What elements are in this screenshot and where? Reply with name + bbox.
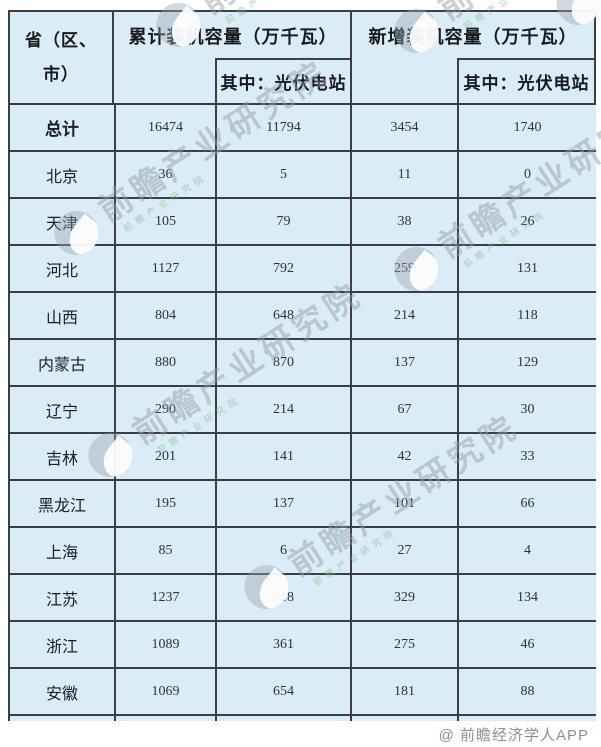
cell-new-pv: 134 — [457, 573, 596, 622]
cell-cumulative: 1127 — [114, 244, 217, 293]
cell-new-pv: 4 — [457, 526, 596, 575]
cell-cumulative-pv: 718 — [215, 573, 352, 622]
cell-province: 河北 — [8, 244, 116, 293]
cell-province: 江苏 — [8, 573, 116, 622]
table-row: 天津 105 79 38 26 — [8, 197, 596, 246]
cell-new: 27 — [350, 526, 459, 575]
cell-new: 67 — [350, 385, 459, 434]
table-row-partial — [8, 714, 596, 721]
cell-cumulative: 105 — [114, 197, 217, 246]
table-row: 江苏 1237 718 329 134 — [8, 573, 596, 622]
cell-province: 山西 — [8, 291, 116, 340]
cell-cumulative-pv: 11794 — [215, 103, 352, 152]
cell-new: 275 — [350, 620, 459, 669]
table-row: 安徽 1069 654 181 88 — [8, 667, 596, 716]
cell-province: 黑龙江 — [8, 479, 116, 528]
cell-cumulative-pv: 137 — [215, 479, 352, 528]
header-province: 省（区、 市） — [10, 12, 114, 103]
table-row: 北京 36 5 11 0 — [8, 150, 596, 199]
table-row: 上海 85 6 27 4 — [8, 526, 596, 575]
table-row: 山西 804 648 214 118 — [8, 291, 596, 340]
cell-new-pv: 30 — [457, 385, 596, 434]
cell-cumulative: 1089 — [114, 620, 217, 669]
table-row: 吉林 201 141 42 33 — [8, 432, 596, 481]
cell-new: 42 — [350, 432, 459, 481]
cell-new: 214 — [350, 291, 459, 340]
cell-cumulative: 36 — [114, 150, 217, 199]
cell-new: 3454 — [350, 103, 459, 152]
cell-province: 浙江 — [8, 620, 116, 669]
cell-new: 329 — [350, 573, 459, 622]
cell-cumulative: 1237 — [114, 573, 217, 622]
table-row: 河北 1127 792 259 131 — [8, 244, 596, 293]
cell-empty — [8, 714, 116, 721]
table-row: 黑龙江 195 137 101 66 — [8, 479, 596, 528]
cell-new-pv: 118 — [457, 291, 596, 340]
cell-cumulative: 85 — [114, 526, 217, 575]
cell-new: 259 — [350, 244, 459, 293]
cell-new-pv: 1740 — [457, 103, 596, 152]
cell-empty — [215, 714, 352, 721]
cell-new: 137 — [350, 338, 459, 387]
cell-province: 总计 — [8, 103, 116, 152]
cell-cumulative: 201 — [114, 432, 217, 481]
cell-cumulative-pv: 141 — [215, 432, 352, 481]
watermark-text: 前瞻产业研究院 — [589, 0, 601, 2]
table-body: 总计 16474 11794 3454 1740 北京 36 5 11 0 天津… — [8, 103, 596, 721]
cell-province: 上海 — [8, 526, 116, 575]
header-sub-pv-cumulative: 其中：光伏电站 — [215, 58, 350, 103]
table-row: 辽宁 290 214 67 30 — [8, 385, 596, 434]
cell-cumulative: 195 — [114, 479, 217, 528]
cell-province: 安徽 — [8, 667, 116, 716]
cell-new-pv: 33 — [457, 432, 596, 481]
cell-empty — [457, 714, 596, 721]
cell-cumulative: 1069 — [114, 667, 217, 716]
cell-cumulative: 804 — [114, 291, 217, 340]
cell-new: 38 — [350, 197, 459, 246]
cell-cumulative-pv: 648 — [215, 291, 352, 340]
cell-cumulative: 290 — [114, 385, 217, 434]
table-row: 内蒙古 880 870 137 129 — [8, 338, 596, 387]
table-row: 总计 16474 11794 3454 1740 — [8, 103, 596, 152]
cell-cumulative-pv: 5 — [215, 150, 352, 199]
cell-cumulative: 880 — [114, 338, 217, 387]
table-row: 浙江 1089 361 275 46 — [8, 620, 596, 669]
cell-cumulative-pv: 79 — [215, 197, 352, 246]
header-province-line1: 省（区、 — [25, 31, 97, 51]
cell-new-pv: 88 — [457, 667, 596, 716]
header-cumulative-capacity: 累计装机容量（万千瓦） — [128, 27, 338, 47]
cell-cumulative-pv: 214 — [215, 385, 352, 434]
cell-new-pv: 46 — [457, 620, 596, 669]
cell-province: 辽宁 — [8, 385, 116, 434]
cell-new: 181 — [350, 667, 459, 716]
credit-text: @ 前瞻经济学人APP — [438, 727, 589, 744]
cell-province: 北京 — [8, 150, 116, 199]
cell-cumulative-pv: 6 — [215, 526, 352, 575]
cell-province: 内蒙古 — [8, 338, 116, 387]
cell-new-pv: 0 — [457, 150, 596, 199]
cell-province: 天津 — [8, 197, 116, 246]
cell-new-pv: 129 — [457, 338, 596, 387]
cell-cumulative-pv: 870 — [215, 338, 352, 387]
header-new-capacity: 新增装机容量（万千瓦） — [368, 27, 578, 47]
cell-new: 101 — [350, 479, 459, 528]
cell-new: 11 — [350, 150, 459, 199]
cell-empty — [114, 714, 217, 721]
header-divider — [350, 12, 352, 103]
capacity-table: 省（区、 市） 累计装机容量（万千瓦） 新增装机容量（万千瓦） 其中：光伏电站 … — [8, 10, 596, 721]
cell-cumulative-pv: 361 — [215, 620, 352, 669]
table-header: 省（区、 市） 累计装机容量（万千瓦） 新增装机容量（万千瓦） 其中：光伏电站 … — [8, 10, 596, 103]
cell-cumulative: 16474 — [114, 103, 217, 152]
cell-province: 吉林 — [8, 432, 116, 481]
header-sub-pv-new: 其中：光伏电站 — [457, 58, 594, 103]
cell-new-pv: 66 — [457, 479, 596, 528]
cell-new-pv: 131 — [457, 244, 596, 293]
cell-cumulative-pv: 792 — [215, 244, 352, 293]
cell-cumulative-pv: 654 — [215, 667, 352, 716]
cell-new-pv: 26 — [457, 197, 596, 246]
cell-empty — [350, 714, 459, 721]
header-province-line2: 市） — [43, 64, 79, 84]
